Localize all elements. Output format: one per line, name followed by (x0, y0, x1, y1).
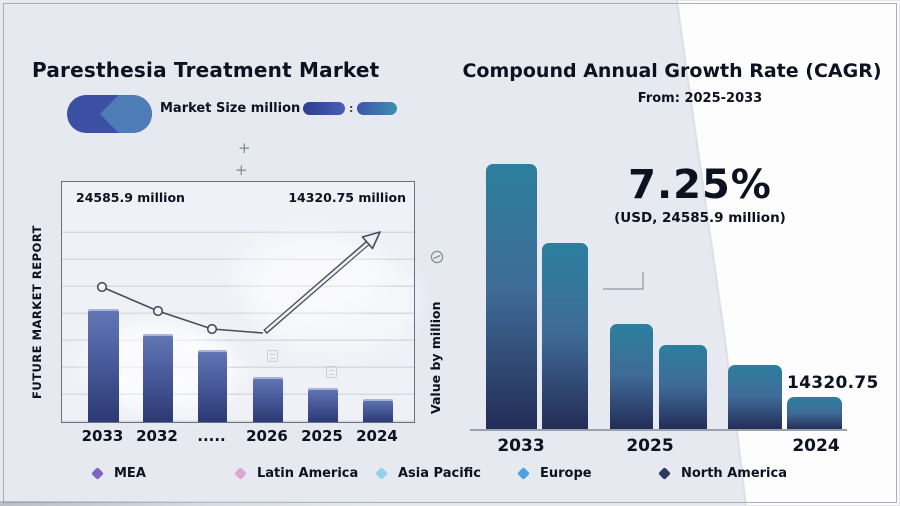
bar-2033 (88, 309, 119, 422)
cagr-bar-2033-b (542, 243, 588, 430)
x-label-.....: ..... (197, 427, 226, 445)
cagr-subtitle: From: 2025-2033 (637, 91, 763, 106)
legend-label: Europe (540, 466, 592, 481)
cagr-bar-2025-b (659, 345, 707, 430)
market-size-chart: 24585.9 million 14320.75 million (61, 181, 415, 423)
legend-diamond-icon (234, 467, 247, 480)
x-label-2032: 2032 (136, 427, 178, 445)
x-label-2026: 2026 (246, 427, 288, 445)
legend-label: Asia Pacific (398, 466, 482, 481)
market-size-logo-icon (67, 95, 152, 133)
bar-data-label: 14320.75 (787, 373, 879, 393)
ratio-pill-right-icon (357, 102, 398, 115)
legend-item-latin-america: Latin America (234, 466, 359, 481)
bar-..... (198, 350, 227, 422)
bottom-edge-shadow (0, 501, 380, 506)
document-icon (326, 366, 337, 378)
legend-diamond-icon (658, 467, 671, 480)
bar-2025 (308, 388, 338, 422)
cagr-title: Compound Annual Growth Rate (CAGR) (462, 60, 882, 82)
legend-item-mea: MEA (91, 466, 146, 481)
legend-label: Latin America (257, 466, 359, 481)
x-label-2024: 2024 (356, 427, 398, 445)
plus-mark-icon: + (235, 161, 248, 179)
legend-label: North America (681, 466, 787, 481)
legend-item-asia-pacific: Asia Pacific (375, 466, 482, 481)
x-axis-line (470, 429, 847, 431)
bar-2032 (143, 334, 173, 422)
logo-hexagon-icon (100, 95, 152, 133)
x-label-2033: 2033 (497, 436, 545, 456)
x-axis-labels: 2033 2032..... 2026 2025 2024 (61, 427, 415, 445)
legend-diamond-icon (375, 467, 388, 480)
ratio-separator: : (349, 102, 354, 115)
legend-item-north-america: North America (658, 466, 787, 481)
bar-2024 (363, 399, 393, 422)
document-icon (267, 350, 278, 362)
watermark-label: FUTURE MARKET REPORT (30, 225, 44, 400)
cagr-value: 7.25% (628, 162, 772, 208)
x-label-2025: 2025 (626, 436, 674, 456)
step-line-icon (603, 272, 644, 290)
bar-2026 (253, 377, 283, 422)
cagr-bar-2024-b (787, 397, 842, 430)
annotation-min-value: 14320.75 million (288, 190, 406, 205)
x-label-2025: 2025 (301, 427, 343, 445)
ratio-pills: : (303, 102, 398, 115)
cagr-bar-2025-a (610, 324, 653, 430)
plus-mark-icon: + (238, 139, 251, 157)
ratio-pill-left-icon (303, 102, 345, 115)
legend-diamond-icon (91, 467, 104, 480)
page-title: Paresthesia Treatment Market (32, 58, 380, 82)
logo-label: Market Size million (160, 101, 301, 116)
cagr-bar-2024-a (728, 365, 782, 430)
x-label-2033: 2033 (81, 427, 124, 445)
legend-label: MEA (114, 466, 146, 481)
cagr-bar-2033-a (486, 164, 537, 430)
y-axis-label: Value by million (428, 301, 443, 414)
cagr-note: (USD, 24585.9 million) (614, 210, 786, 226)
x-label-2024: 2024 (792, 436, 840, 456)
legend-item-europe: Europe (517, 466, 592, 481)
annotation-max-value: 24585.9 million (76, 190, 185, 205)
legend-diamond-icon (517, 467, 530, 480)
trend-arrow (96, 231, 381, 335)
minus-circle-icon (430, 250, 444, 264)
